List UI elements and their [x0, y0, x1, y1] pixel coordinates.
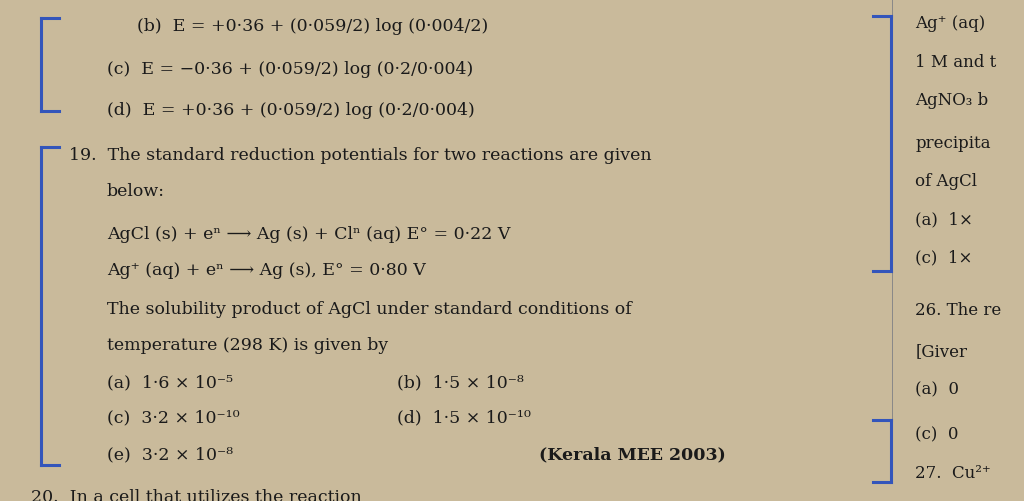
- Text: 27.  Cu²⁺: 27. Cu²⁺: [915, 464, 991, 481]
- Text: (e)  3·2 × 10⁻⁸: (e) 3·2 × 10⁻⁸: [106, 446, 232, 462]
- Text: (b)  E = +0·36 + (0·059/2) log (0·004/2): (b) E = +0·36 + (0·059/2) log (0·004/2): [137, 18, 488, 35]
- Text: (a)  1·6 × 10⁻⁵: (a) 1·6 × 10⁻⁵: [106, 373, 232, 390]
- Text: The solubility product of AgCl under standard conditions of: The solubility product of AgCl under sta…: [106, 301, 632, 318]
- Text: (d)  1·5 × 10⁻¹⁰: (d) 1·5 × 10⁻¹⁰: [396, 409, 530, 426]
- Text: (c)  0: (c) 0: [915, 426, 958, 442]
- Text: precipita: precipita: [915, 135, 991, 152]
- Text: (d)  E = +0·36 + (0·059/2) log (0·2/0·004): (d) E = +0·36 + (0·059/2) log (0·2/0·004…: [106, 102, 474, 119]
- Text: AgCl (s) + eⁿ ⟶ Ag (s) + Clⁿ (aq) E° = 0·22 V: AgCl (s) + eⁿ ⟶ Ag (s) + Clⁿ (aq) E° = 0…: [106, 225, 510, 242]
- Text: (c)  3·2 × 10⁻¹⁰: (c) 3·2 × 10⁻¹⁰: [106, 409, 240, 426]
- Text: 1 M and t: 1 M and t: [915, 54, 996, 71]
- Text: temperature (298 K) is given by: temperature (298 K) is given by: [106, 336, 388, 353]
- Text: Ag⁺ (aq): Ag⁺ (aq): [915, 16, 986, 33]
- Text: (c)  1×: (c) 1×: [915, 249, 973, 266]
- Text: below:: below:: [106, 182, 165, 199]
- Text: [Giver: [Giver: [915, 342, 968, 359]
- Text: (b)  1·5 × 10⁻⁸: (b) 1·5 × 10⁻⁸: [396, 373, 523, 390]
- Text: (a)  1×: (a) 1×: [915, 211, 973, 228]
- Text: (Kerala MEE 2003): (Kerala MEE 2003): [539, 446, 726, 462]
- Text: 19.  The standard reduction potentials for two reactions are given: 19. The standard reduction potentials fo…: [70, 147, 652, 163]
- Text: Ag⁺ (aq) + eⁿ ⟶ Ag (s), E° = 0·80 V: Ag⁺ (aq) + eⁿ ⟶ Ag (s), E° = 0·80 V: [106, 261, 426, 278]
- Text: (c)  E = −0·36 + (0·059/2) log (0·2/0·004): (c) E = −0·36 + (0·059/2) log (0·2/0·004…: [106, 61, 473, 78]
- Text: of AgCl: of AgCl: [915, 173, 977, 190]
- Text: (a)  0: (a) 0: [915, 380, 959, 397]
- Text: 20.  In a cell that utilizes the reaction: 20. In a cell that utilizes the reaction: [31, 487, 361, 501]
- Text: AgNO₃ b: AgNO₃ b: [915, 92, 988, 109]
- Text: 26. The re: 26. The re: [915, 302, 1001, 319]
